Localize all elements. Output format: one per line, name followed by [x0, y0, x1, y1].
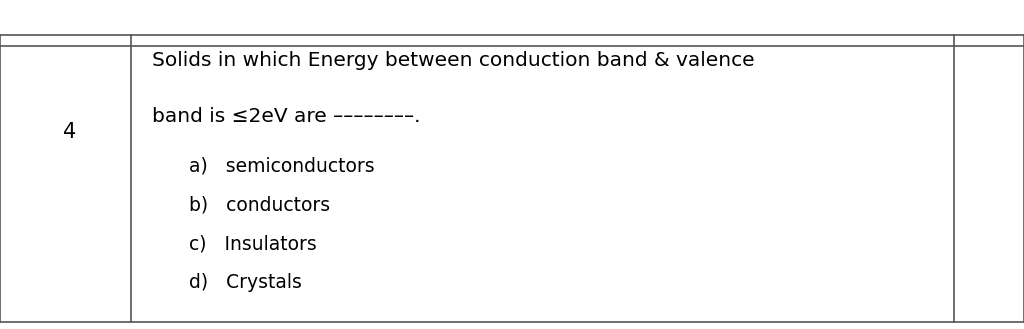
- Text: a)   semiconductors: a) semiconductors: [189, 157, 375, 176]
- Text: Solids in which Energy between conduction band & valence: Solids in which Energy between conductio…: [152, 51, 755, 70]
- Text: d)   Crystals: d) Crystals: [189, 273, 302, 292]
- Text: band is ≤2eV are ––––––––.: band is ≤2eV are ––––––––.: [152, 107, 420, 126]
- Text: b)   conductors: b) conductors: [189, 195, 331, 215]
- Text: c)   Insulators: c) Insulators: [189, 234, 317, 253]
- Text: 4: 4: [63, 122, 76, 141]
